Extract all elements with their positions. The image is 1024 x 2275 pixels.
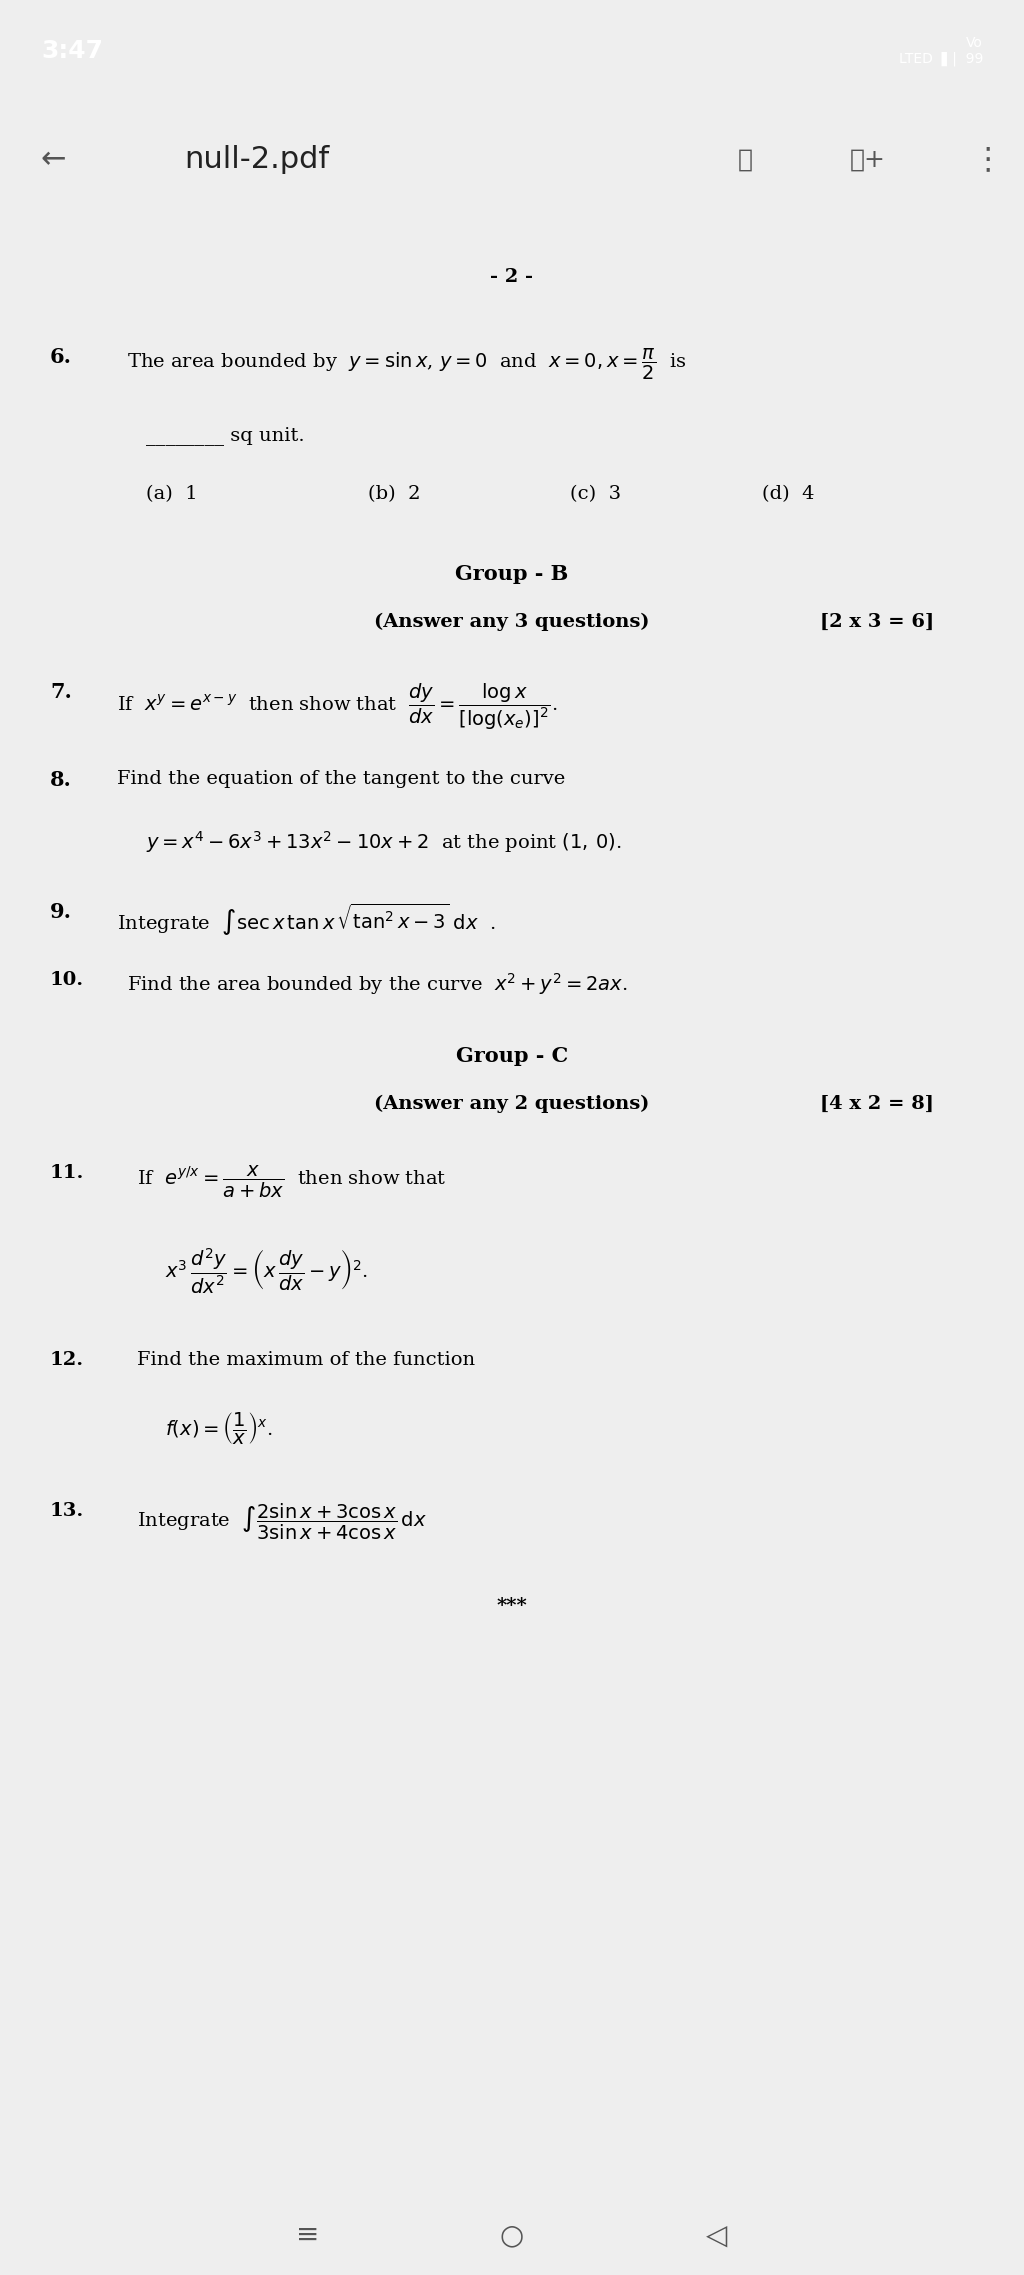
Text: - 2 -: - 2 - — [490, 268, 534, 287]
Text: 7.: 7. — [50, 682, 72, 701]
Text: If  $x^y = e^{x-y}$  then show that  $\dfrac{dy}{dx} = \dfrac{\log x}{[\log(x_e): If $x^y = e^{x-y}$ then show that $\dfra… — [118, 682, 558, 733]
Text: [4 x 2 = 8]: [4 x 2 = 8] — [820, 1094, 934, 1112]
Text: 11.: 11. — [50, 1165, 84, 1181]
Text: Vo
LTED  ▌|  99: Vo LTED ▌| 99 — [899, 36, 983, 66]
Text: $x^3\,\dfrac{d^2y}{dx^2} = \left(x\,\dfrac{dy}{dx} - y\right)^2$.: $x^3\,\dfrac{d^2y}{dx^2} = \left(x\,\dfr… — [166, 1247, 369, 1297]
Text: 3:47: 3:47 — [41, 39, 103, 64]
Text: (d)  4: (d) 4 — [762, 485, 815, 503]
Text: ○: ○ — [500, 2220, 524, 2250]
Text: Group - B: Group - B — [456, 564, 568, 585]
Text: 8.: 8. — [50, 771, 72, 789]
Text: Integrate  $\int \sec x\,\tan x\,\sqrt{\tan^2 x - 3}\;\mathrm{d}x$  .: Integrate $\int \sec x\,\tan x\,\sqrt{\t… — [118, 903, 496, 937]
Text: (Answer any 2 questions): (Answer any 2 questions) — [375, 1094, 649, 1112]
Text: ←: ← — [41, 146, 67, 173]
Text: 12.: 12. — [50, 1351, 84, 1370]
Text: (a)  1: (a) 1 — [146, 485, 198, 503]
Text: ***: *** — [497, 1597, 527, 1615]
Text: If  $e^{y/x} = \dfrac{x}{a+bx}$  then show that: If $e^{y/x} = \dfrac{x}{a+bx}$ then show… — [136, 1165, 446, 1199]
Text: 13.: 13. — [50, 1502, 84, 1520]
Text: Find the area bounded by the curve  $x^2 + y^2 = 2ax$.: Find the area bounded by the curve $x^2 … — [127, 971, 628, 996]
Text: $f(x) = \left(\dfrac{1}{x}\right)^x$.: $f(x) = \left(\dfrac{1}{x}\right)^x$. — [166, 1410, 273, 1445]
Text: ≡: ≡ — [296, 2220, 318, 2250]
Text: (Answer any 3 questions): (Answer any 3 questions) — [374, 612, 650, 630]
Text: (b)  2: (b) 2 — [368, 485, 420, 503]
Text: ◁: ◁ — [707, 2220, 727, 2250]
Text: 🔍: 🔍 — [737, 148, 753, 171]
Text: Find the equation of the tangent to the curve: Find the equation of the tangent to the … — [118, 771, 565, 787]
Text: ________ sq unit.: ________ sq unit. — [146, 425, 305, 446]
Text: The area bounded by  $y=\sin x$, $y=0$  and  $x=0, x=\dfrac{\pi}{2}$  is: The area bounded by $y=\sin x$, $y=0$ an… — [127, 348, 686, 382]
Text: null-2.pdf: null-2.pdf — [184, 146, 330, 173]
Text: 9.: 9. — [50, 903, 72, 921]
Text: Group - C: Group - C — [456, 1046, 568, 1065]
Text: (c)  3: (c) 3 — [569, 485, 621, 503]
Text: ⋮: ⋮ — [973, 146, 1004, 173]
Text: Find the maximum of the function: Find the maximum of the function — [136, 1351, 475, 1370]
Text: 🅐+: 🅐+ — [850, 148, 886, 171]
Text: $y = x^4 - 6x^3 + 13x^2 - 10x + 2$  at the point $(1,\,0)$.: $y = x^4 - 6x^3 + 13x^2 - 10x + 2$ at th… — [146, 830, 622, 855]
Text: [2 x 3 = 6]: [2 x 3 = 6] — [820, 612, 934, 630]
Text: Integrate  $\int\dfrac{2\sin x + 3\cos x}{3\sin x + 4\cos x}\,\mathrm{d}x$: Integrate $\int\dfrac{2\sin x + 3\cos x}… — [136, 1502, 426, 1542]
Text: 6.: 6. — [50, 348, 72, 366]
Text: 10.: 10. — [50, 971, 84, 990]
